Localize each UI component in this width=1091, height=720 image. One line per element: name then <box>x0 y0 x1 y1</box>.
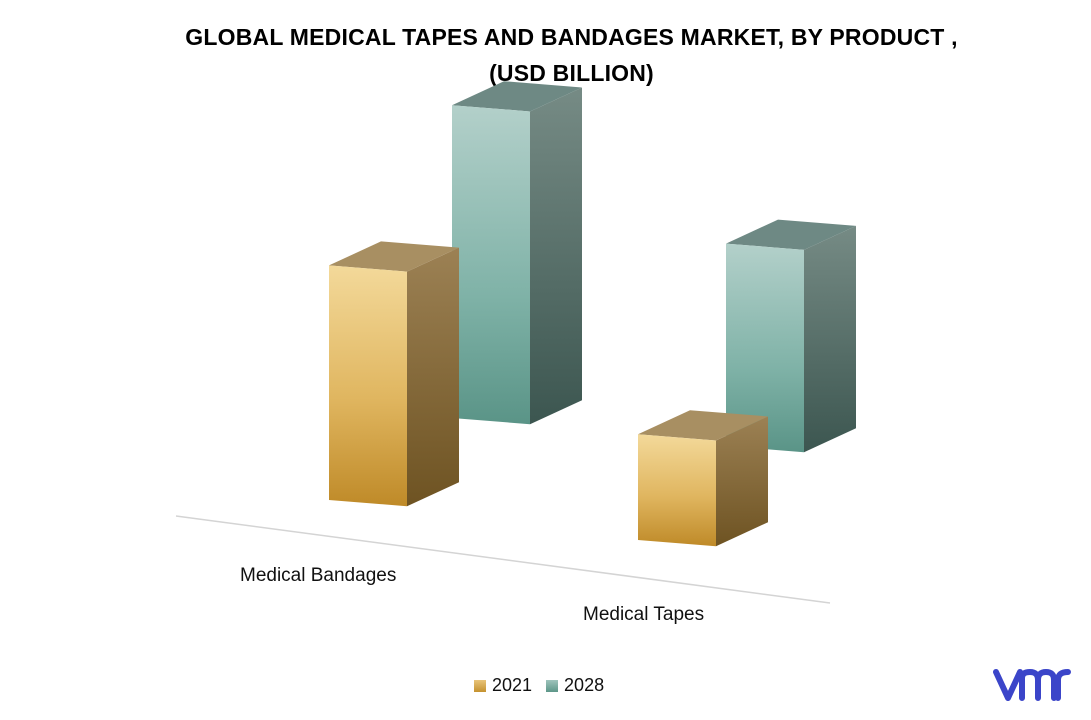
legend-item-2028: 2028 <box>546 675 604 696</box>
bar-2028-medical-bandages <box>452 81 582 425</box>
bar-2021-medical-tapes <box>638 410 768 547</box>
bar-2028-medical-tapes <box>726 219 856 453</box>
vmr-logo <box>993 669 1071 701</box>
bar-top-face <box>638 410 768 441</box>
chart-title: GLOBAL MEDICAL TAPES AND BANDAGES MARKET… <box>185 24 958 50</box>
bar-front-face <box>329 265 407 507</box>
category-label-medical-bandages: Medical Bandages <box>240 565 397 586</box>
bar-top-face <box>726 219 856 250</box>
floor-line <box>175 515 831 604</box>
bar-2021-medical-bandages <box>329 241 459 507</box>
legend-swatch-2028 <box>546 679 559 692</box>
bar-side-face <box>804 225 856 453</box>
bar-front-face <box>726 243 804 453</box>
legend-label-2021: 2021 <box>492 675 533 695</box>
legend-label-2028: 2028 <box>564 675 605 695</box>
legend-swatch-2021 <box>474 679 486 692</box>
bar-side-face <box>530 87 582 425</box>
legend-item-2021: 2021 <box>474 675 532 696</box>
legend: 2021 2028 <box>474 675 618 696</box>
bar-top-face <box>452 81 582 112</box>
chart-subtitle: (USD BILLION) <box>489 60 654 86</box>
bar-front-face <box>452 105 530 425</box>
bar-side-face <box>716 416 768 547</box>
bar-side-face <box>407 247 459 507</box>
bar-top-face <box>329 241 459 272</box>
bar-front-face <box>638 434 716 547</box>
category-label-medical-tapes: Medical Tapes <box>583 604 705 625</box>
